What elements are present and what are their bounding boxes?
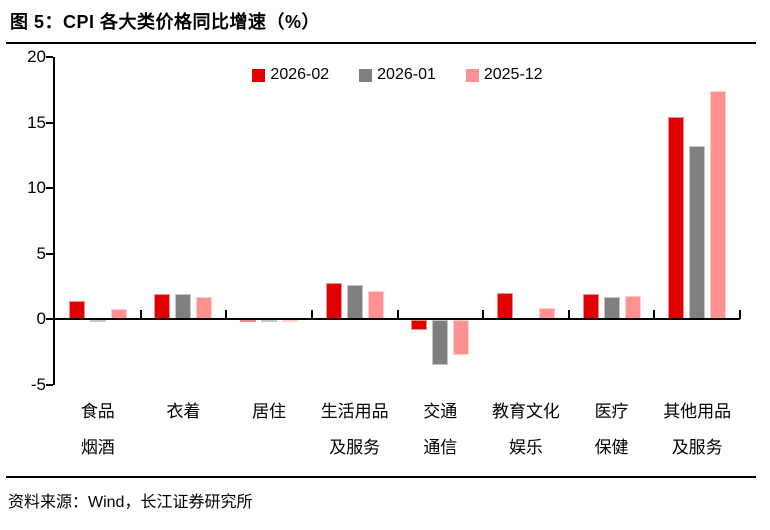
category-boundary-tick (310, 310, 313, 320)
bar-2026-02-居住 (240, 320, 257, 323)
y-axis-line (53, 57, 55, 385)
category-label-line2: 烟酒 (80, 438, 115, 457)
category-boundary-tick (653, 310, 656, 320)
legend-item-2025-12: 2025-12 (465, 66, 543, 84)
category-label-line1: 教育文化 (491, 402, 560, 421)
bar-2026-02-其他用品及服务 (668, 117, 685, 320)
bar-2026-01-食品烟酒 (89, 320, 106, 323)
bar-2025-12-居住 (282, 320, 299, 323)
legend-swatch-red (252, 68, 266, 82)
bar-2025-12-生活用品及服务 (367, 290, 384, 320)
bar-2026-02-生活用品及服务 (325, 282, 342, 320)
y-axis-tick (46, 121, 53, 124)
title-divider (6, 42, 756, 44)
y-tick-label: -5 (30, 375, 46, 394)
category-label-line1: 生活用品 (320, 402, 389, 421)
category-label-line1: 交通 (423, 402, 458, 421)
legend-item-2026-01: 2026-01 (359, 66, 436, 84)
bar-2026-01-医疗保健 (603, 297, 620, 320)
bar-2026-01-交通通信 (432, 320, 449, 366)
category-label-line2: 娱乐 (508, 438, 543, 457)
bar-2026-01-居住 (261, 320, 278, 323)
category-label-line2: 通信 (423, 438, 458, 457)
category-boundary-tick (225, 310, 228, 320)
bar-2026-02-衣着 (154, 294, 171, 320)
legend-item-2026-02: 2026-02 (252, 66, 329, 84)
category-label-line1: 衣着 (166, 402, 201, 421)
category-label-line1: 食品 (80, 402, 115, 421)
y-axis-tick (46, 252, 53, 255)
y-tick-label: 5 (36, 243, 46, 263)
x-axis-line (55, 318, 740, 321)
chart-legend: 2026-02 2026-01 2025-12 (55, 66, 740, 84)
bar-2025-12-交通通信 (453, 320, 470, 355)
y-axis-tick (46, 56, 53, 58)
bar-2026-02-交通通信 (411, 320, 428, 330)
category-label-line2: 保健 (594, 438, 629, 457)
bar-2026-02-教育文化娱乐 (496, 293, 513, 320)
footer-divider (6, 476, 756, 478)
legend-label: 2025-12 (483, 66, 543, 83)
category-boundary-tick (482, 310, 485, 320)
category-boundary-tick (396, 310, 399, 320)
y-tick-label: 15 (27, 112, 46, 132)
category-label-line1: 居住 (252, 402, 287, 421)
y-axis-tick (46, 384, 53, 386)
category-label-line1: 其他用品 (663, 402, 732, 421)
bar-2026-01-生活用品及服务 (346, 285, 363, 320)
bar-2025-12-其他用品及服务 (710, 91, 727, 320)
chart-title: 图 5：CPI 各大类价格同比增速（%） (10, 12, 321, 32)
bar-2025-12-衣着 (196, 297, 213, 320)
bar-2025-12-医疗保健 (624, 295, 641, 320)
y-tick-label: 10 (27, 178, 46, 198)
bar-2026-02-食品烟酒 (68, 301, 85, 320)
category-boundary-tick (739, 310, 741, 320)
source-note: 资料来源：Wind，长江证券研究所 (8, 494, 253, 511)
category-label-line1: 医疗 (594, 402, 629, 421)
category-label-line2: 及服务 (671, 438, 723, 457)
y-axis-tick (46, 318, 53, 321)
category-boundary-tick (139, 310, 142, 320)
legend-swatch-pink (465, 68, 479, 82)
y-tick-label: 0 (36, 309, 46, 329)
y-tick-label: 20 (27, 47, 46, 66)
legend-swatch-gray (359, 68, 373, 82)
y-axis-tick (46, 187, 53, 190)
legend-label: 2026-01 (377, 66, 436, 83)
bar-2026-01-衣着 (175, 294, 192, 320)
bar-2026-02-医疗保健 (582, 294, 599, 320)
category-label-line2: 及服务 (329, 438, 381, 457)
category-boundary-tick (567, 310, 570, 320)
legend-label: 2026-02 (270, 66, 330, 83)
bar-2026-01-其他用品及服务 (689, 146, 706, 320)
